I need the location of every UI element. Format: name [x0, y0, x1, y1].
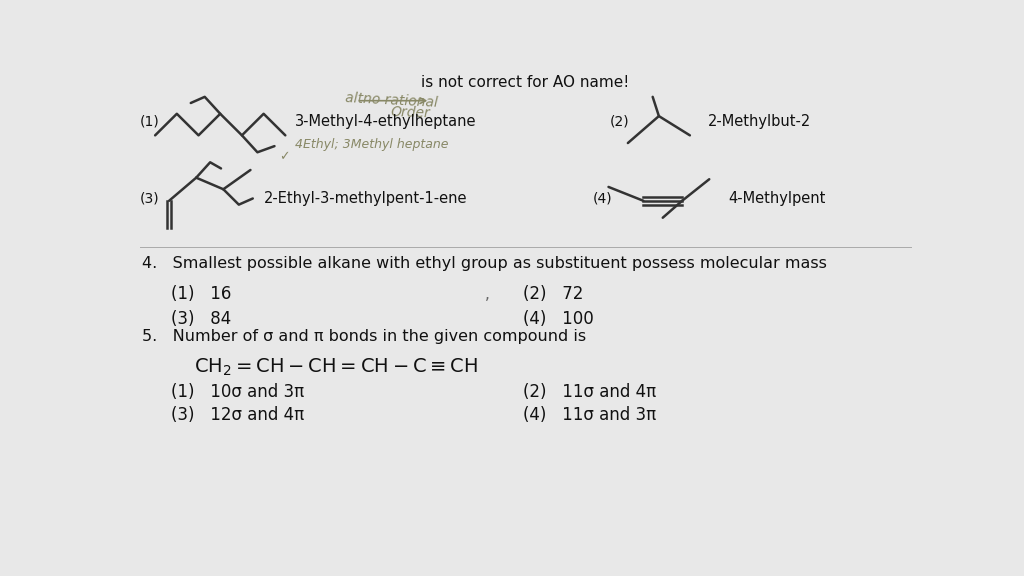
- Text: Order: Order: [391, 104, 431, 120]
- Text: $\mathregular{CH_2}$$\mathregular{=CH-CH=CH-C\equiv CH}$: $\mathregular{CH_2}$$\mathregular{=CH-CH…: [194, 357, 478, 378]
- Text: 4Ethyl; 3Methyl heptane: 4Ethyl; 3Methyl heptane: [295, 138, 449, 151]
- Text: (4)   11σ and 3π: (4) 11σ and 3π: [523, 407, 656, 425]
- Text: (1)   10σ and 3π: (1) 10σ and 3π: [171, 383, 304, 401]
- Text: 4.   Smallest possible alkane with ethyl group as substituent possess molecular : 4. Smallest possible alkane with ethyl g…: [142, 256, 826, 271]
- Text: (2)   72: (2) 72: [523, 286, 584, 304]
- Text: (3): (3): [139, 191, 160, 206]
- Text: altno rational: altno rational: [345, 90, 438, 109]
- Text: 2-Ethyl-3-methylpent-1-ene: 2-Ethyl-3-methylpent-1-ene: [263, 191, 467, 206]
- Text: ✓: ✓: [280, 150, 290, 164]
- Text: 2-Methylbut-2: 2-Methylbut-2: [708, 114, 811, 129]
- Text: ,: ,: [484, 287, 489, 302]
- Text: 3-Methyl-4-ethylheptane: 3-Methyl-4-ethylheptane: [295, 114, 476, 129]
- Text: (4)   100: (4) 100: [523, 310, 594, 328]
- Text: 4-Methylpent: 4-Methylpent: [729, 191, 826, 206]
- Text: (2)   11σ and 4π: (2) 11σ and 4π: [523, 383, 656, 401]
- Text: (1)   16: (1) 16: [171, 286, 231, 304]
- Text: (3)   12σ and 4π: (3) 12σ and 4π: [171, 407, 304, 425]
- Text: (4): (4): [593, 191, 612, 206]
- Text: (2): (2): [610, 115, 630, 128]
- Text: is not correct for AO name!: is not correct for AO name!: [421, 75, 629, 90]
- Text: 5.   Number of σ and π bonds in the given compound is: 5. Number of σ and π bonds in the given …: [142, 329, 586, 344]
- Text: (1): (1): [139, 115, 160, 128]
- Text: (3)   84: (3) 84: [171, 310, 230, 328]
